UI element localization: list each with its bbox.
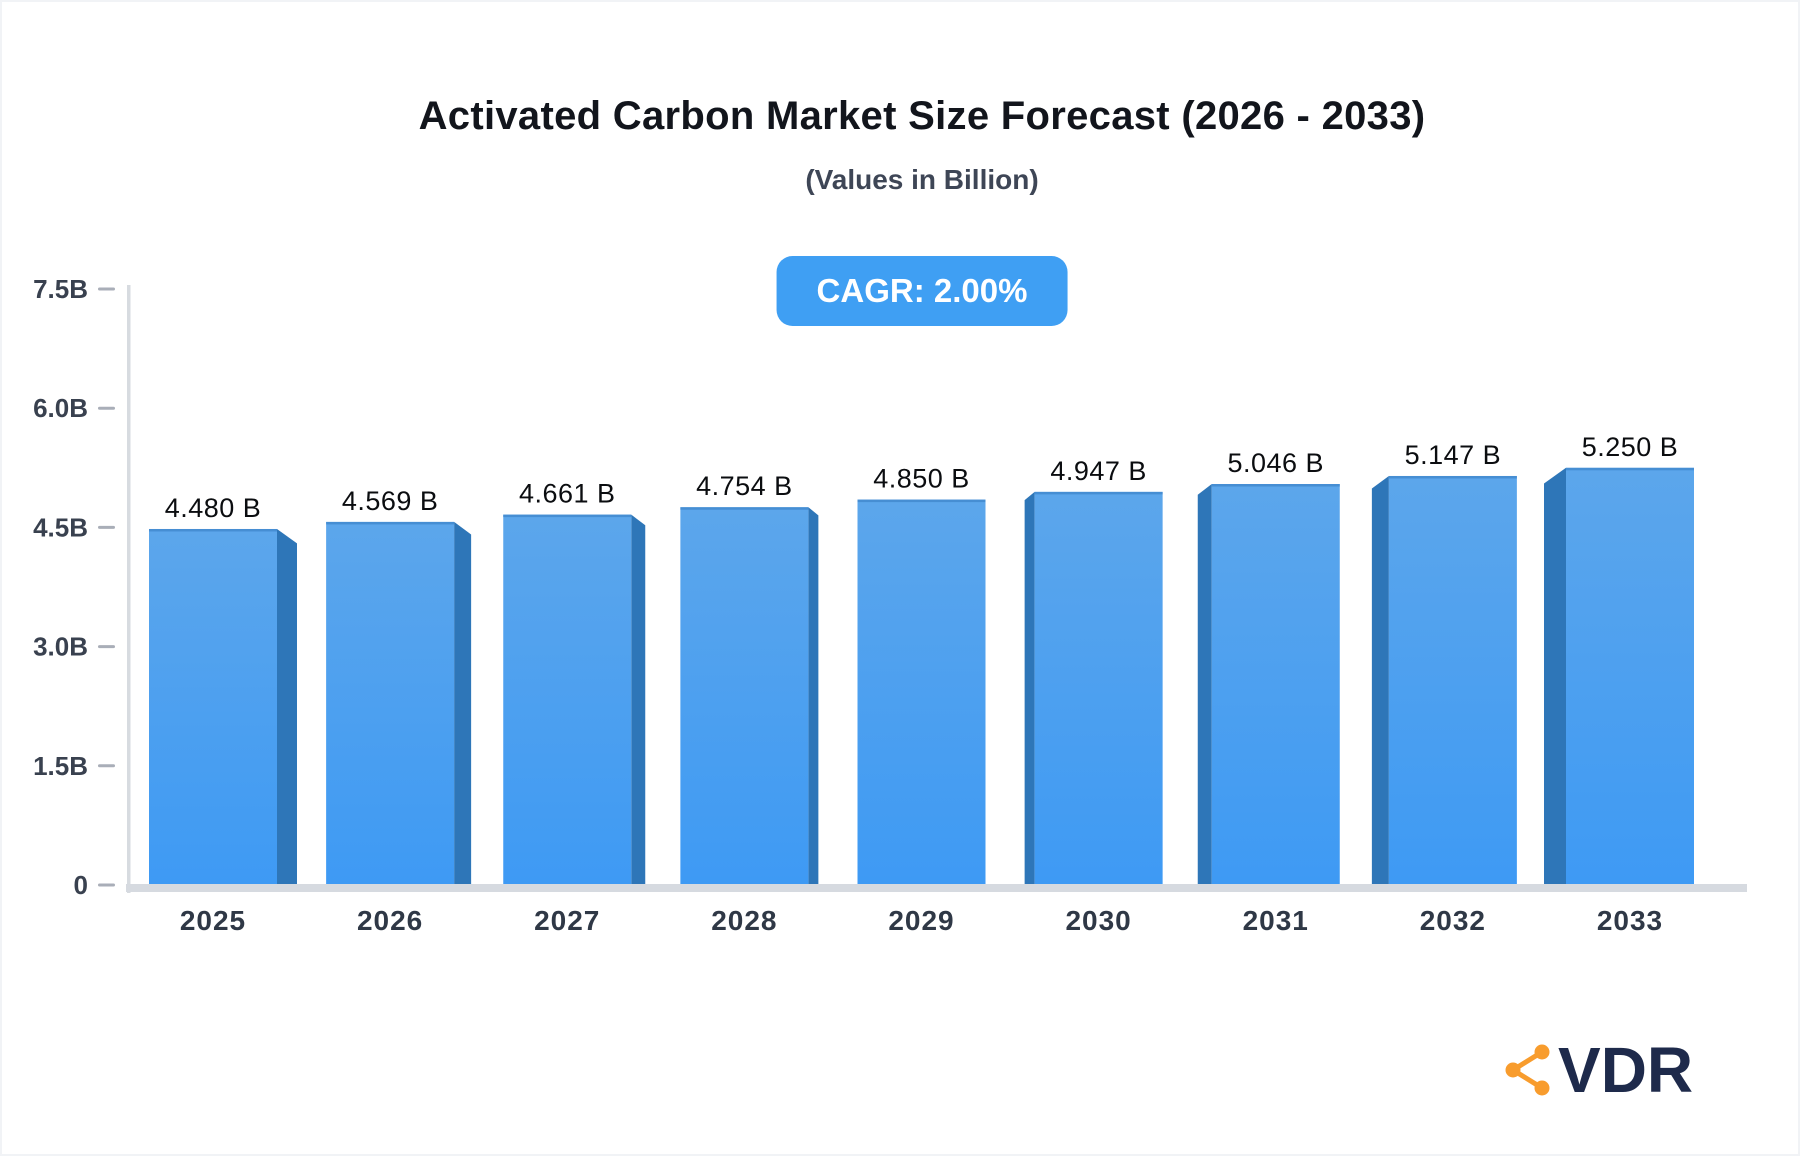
vdr-logo-text: VDR [1558,1034,1694,1106]
bar-side-face [808,507,819,885]
x-axis-label: 2026 [357,905,423,936]
bar-value-label: 4.754 B [696,471,793,501]
bar-front-face [680,507,809,885]
bar-top-edge [326,521,455,525]
bar-value-label: 5.046 B [1227,448,1324,478]
y-axis-line [127,285,131,893]
bar-2025 [149,528,297,885]
bar-top-edge [1566,467,1694,471]
y-tick-mark [98,645,115,649]
bar-top-edge [1034,491,1163,495]
y-tick-label: 1.5B [33,751,88,781]
x-axis-label: 2032 [1420,905,1486,936]
bar-side-face [1024,491,1035,885]
bar-value-label: 4.569 B [342,486,439,516]
bar-value-label: 5.147 B [1405,440,1502,470]
bar-front-face [857,499,986,885]
bar-2031 [1197,484,1340,885]
x-axis-label: 2028 [711,905,777,936]
bar-front-face [503,514,632,885]
y-tick-mark [98,406,115,410]
bar-top-edge [149,528,277,532]
bar-value-label: 4.661 B [519,479,616,509]
bar-2028 [680,507,819,885]
y-tick-mark [98,764,115,768]
bar-2029 [857,499,986,885]
y-tick-mark [98,287,115,291]
bar-top-edge [680,507,809,510]
bar-top-edge [857,499,986,503]
bar-2027 [503,514,646,885]
bar-side-face [277,528,297,885]
bar-side-face [631,514,646,885]
bar-value-label: 5.250 B [1582,432,1679,462]
x-axis-label: 2027 [534,905,600,936]
bar-top-edge [1211,484,1340,487]
bar-front-face [1566,467,1694,885]
bar-chart-plot: 7.5B 6.0B 4.5B 3.0B 1.5B 0 4.480 B 2025 4.569 B 2… [33,274,1747,936]
share-network-icon [1505,1044,1550,1096]
x-axis-label: 2025 [180,905,246,936]
bar-front-face [326,521,455,885]
y-tick-label: 7.5B [33,274,88,304]
y-tick-mark [98,883,115,887]
bar-side-face [454,521,472,885]
y-tick-label: 6.0B [33,393,88,423]
bar-top-edge [503,514,632,518]
x-axis-label: 2029 [888,905,954,936]
x-axis-label: 2031 [1243,905,1309,936]
bar-2032 [1371,475,1517,885]
bar-side-face [1371,475,1389,885]
chart-subtitle: (Values in Billion) [805,164,1039,195]
x-axis-label: 2030 [1065,905,1131,936]
bar-side-face [1197,484,1212,885]
chart-title: Activated Carbon Market Size Forecast (2… [418,94,1426,138]
y-tick-label: 0 [74,870,88,900]
y-tick-mark [98,525,115,529]
bar-front-face [1034,491,1163,885]
x-axis-label: 2033 [1597,905,1663,936]
bar-side-face [1544,467,1566,885]
x-axis-floor [126,884,1747,892]
bar-value-label: 4.480 B [165,493,262,523]
cagr-badge: CAGR: 2.00% [776,256,1068,326]
bar-2026 [326,521,472,885]
bar-2030 [1024,491,1163,885]
vdr-logo: VDR [1504,1036,1693,1104]
y-tick-label: 3.0B [33,632,88,662]
bar-front-face [1211,484,1340,885]
bar-value-label: 4.850 B [873,464,970,494]
bar-front-face [1388,475,1517,885]
bar-front-face [149,528,277,885]
bar-value-label: 4.947 B [1050,456,1147,486]
y-tick-label: 4.5B [33,512,88,542]
bar-top-edge [1388,475,1517,479]
bar-2033 [1544,467,1694,885]
